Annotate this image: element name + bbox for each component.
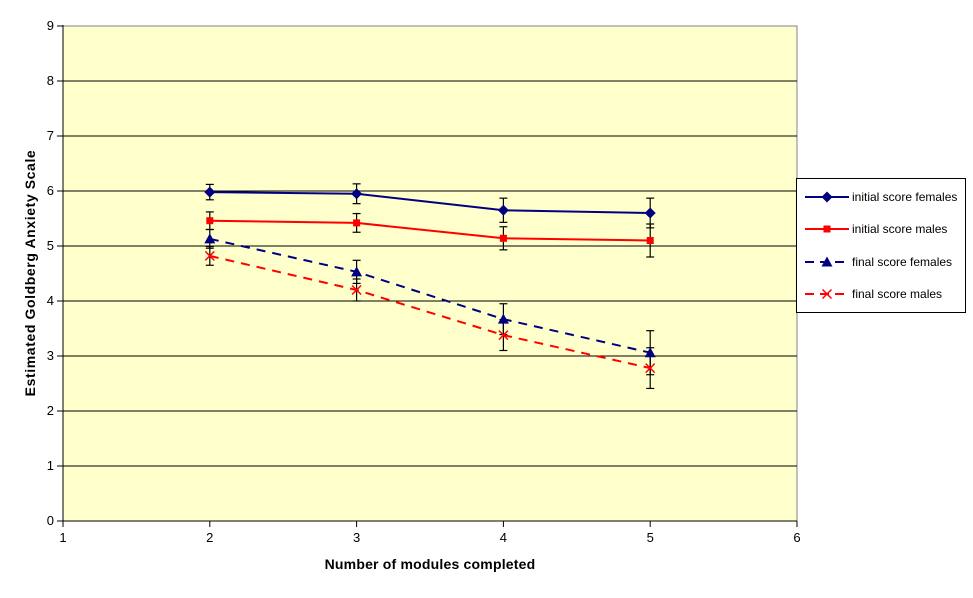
diamond-marker-icon [644,207,656,219]
y-tick-label: 3 [47,348,54,363]
square-marker-icon [646,237,654,244]
y-tick-label: 7 [47,128,54,143]
triangle-marker-icon [204,233,216,244]
x-marker-icon [645,363,656,374]
series-line [209,237,651,354]
legend-item-initial-score-females: initial score females [804,190,963,204]
square-marker-icon [823,225,831,233]
legend: initial score females initial score male… [796,178,966,313]
x-tick-label: 6 [793,530,800,545]
legend-line-square-icon [805,225,849,233]
diamond-marker-icon [204,186,216,198]
triangle-marker-icon [497,313,509,324]
triangle-marker-icon [821,256,833,267]
x-tick-label: 4 [500,530,507,545]
y-tick-label: 5 [47,238,54,253]
y-tick-label: 4 [47,293,54,308]
y-tick-label: 8 [47,73,54,88]
y-tick-label: 1 [47,458,54,473]
y-tick-label: 2 [47,403,54,418]
square-marker-icon [353,219,361,227]
y-tick-label: 0 [47,513,54,528]
diamond-marker-icon [351,188,363,200]
legend-item-final-score-males: final score males [804,287,963,301]
triangle-marker-icon [644,347,656,358]
x-marker-icon [351,284,362,296]
x-marker-icon [204,250,215,261]
legend-line-diamond-icon [805,191,849,203]
x-marker-icon [498,330,509,341]
plot-background [62,25,798,522]
y-tick-label: 9 [47,18,54,33]
x-tick-label: 5 [647,530,654,545]
y-axis-title: Estimated Goldberg Anxiety Scale [22,149,38,397]
legend-label: final score females [852,254,953,269]
square-marker-icon [499,234,507,242]
triangle-marker-icon [351,266,363,277]
square-marker-icon [206,217,214,225]
legend-dashed-line-triangle-icon [805,256,849,267]
series-line [209,219,651,242]
x-axis-title: Number of modules completed [324,556,536,572]
x-tick-label: 2 [206,530,213,545]
x-tick-label: 3 [353,530,360,545]
y-tick-label: 6 [47,183,54,198]
legend-label: final score males [852,286,943,301]
series-line [209,191,651,214]
legend-item-initial-score-males: initial score males [804,222,963,236]
x-marker-icon [821,288,833,299]
legend-label: initial score males [852,222,948,237]
series-line [209,254,651,370]
diamond-marker-icon [497,204,509,216]
legend-item-final-score-females: final score females [804,255,963,269]
x-tick-label: 1 [59,530,66,545]
legend-dashed-line-x-icon [805,288,849,299]
diamond-marker-icon [821,191,833,203]
legend-label: initial score females [852,190,958,205]
